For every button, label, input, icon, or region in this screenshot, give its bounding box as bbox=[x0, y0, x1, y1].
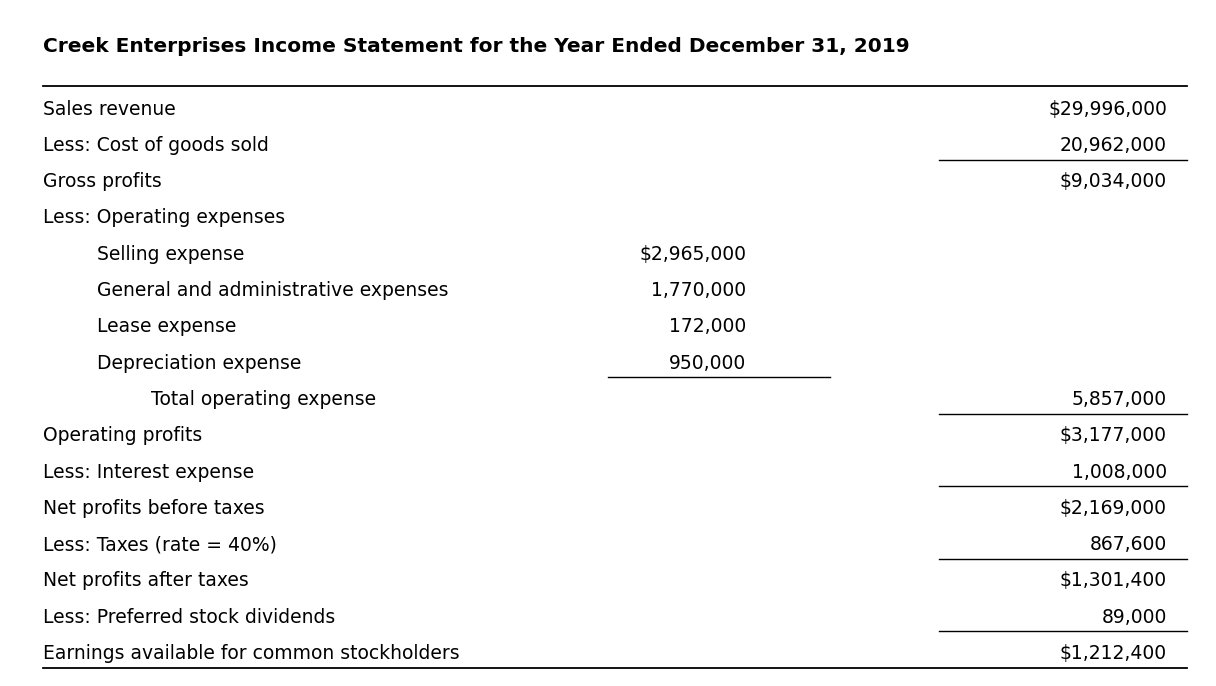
Text: Net profits before taxes: Net profits before taxes bbox=[43, 499, 265, 518]
Text: Less: Cost of goods sold: Less: Cost of goods sold bbox=[43, 136, 269, 155]
Text: 867,600: 867,600 bbox=[1090, 535, 1167, 554]
Text: 1,008,000: 1,008,000 bbox=[1071, 462, 1167, 482]
Text: Net profits after taxes: Net profits after taxes bbox=[43, 571, 249, 591]
Text: Less: Taxes (rate = 40%): Less: Taxes (rate = 40%) bbox=[43, 535, 277, 554]
Text: Lease expense: Lease expense bbox=[97, 318, 236, 336]
Text: $1,301,400: $1,301,400 bbox=[1060, 571, 1167, 591]
Text: Selling expense: Selling expense bbox=[97, 245, 244, 264]
Text: 20,962,000: 20,962,000 bbox=[1060, 136, 1167, 155]
Text: 89,000: 89,000 bbox=[1102, 608, 1167, 627]
Text: Less: Interest expense: Less: Interest expense bbox=[43, 462, 254, 482]
Text: 5,857,000: 5,857,000 bbox=[1071, 390, 1167, 409]
Text: $3,177,000: $3,177,000 bbox=[1060, 426, 1167, 445]
Text: $2,169,000: $2,169,000 bbox=[1060, 499, 1167, 518]
Text: Depreciation expense: Depreciation expense bbox=[97, 354, 302, 372]
Text: $1,212,400: $1,212,400 bbox=[1060, 644, 1167, 663]
Text: Gross profits: Gross profits bbox=[43, 172, 162, 191]
Text: 950,000: 950,000 bbox=[669, 354, 747, 372]
Text: Sales revenue: Sales revenue bbox=[43, 99, 176, 119]
Text: $9,034,000: $9,034,000 bbox=[1060, 172, 1167, 191]
Text: $2,965,000: $2,965,000 bbox=[640, 245, 747, 264]
Text: Operating profits: Operating profits bbox=[43, 426, 202, 445]
Text: Less: Preferred stock dividends: Less: Preferred stock dividends bbox=[43, 608, 336, 627]
Text: Total operating expense: Total operating expense bbox=[151, 390, 376, 409]
Text: Less: Operating expenses: Less: Operating expenses bbox=[43, 209, 285, 228]
Text: Creek Enterprises Income Statement for the Year Ended December 31, 2019: Creek Enterprises Income Statement for t… bbox=[43, 37, 910, 56]
Text: 172,000: 172,000 bbox=[669, 318, 747, 336]
Text: 1,770,000: 1,770,000 bbox=[651, 281, 747, 300]
Text: General and administrative expenses: General and administrative expenses bbox=[97, 281, 449, 300]
Text: Earnings available for common stockholders: Earnings available for common stockholde… bbox=[43, 644, 460, 663]
Text: $29,996,000: $29,996,000 bbox=[1048, 99, 1167, 119]
